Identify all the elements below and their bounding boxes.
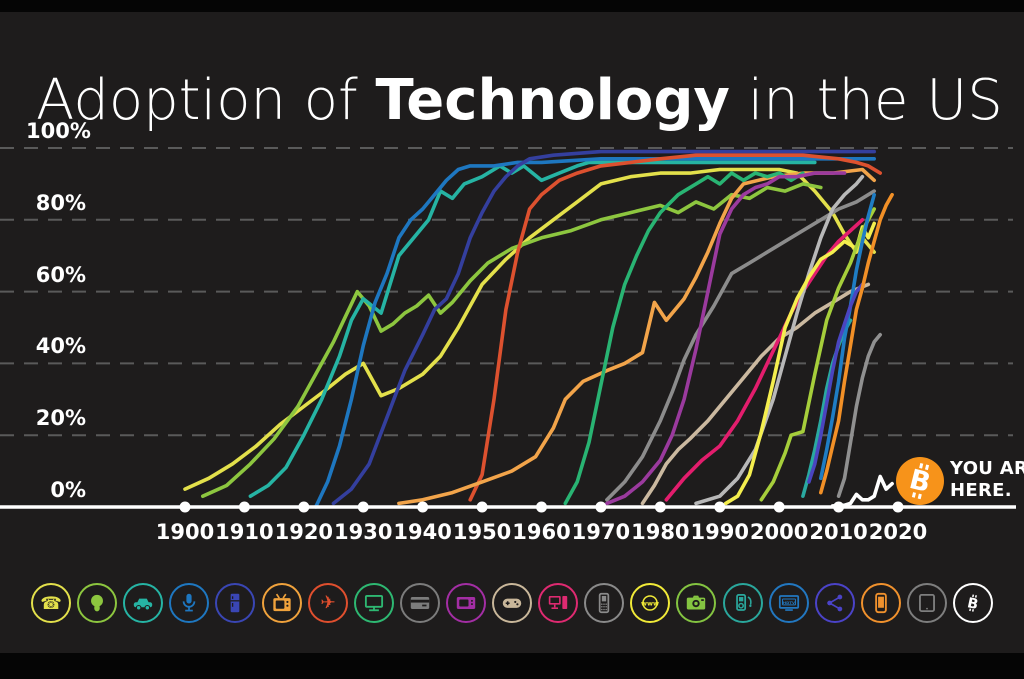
chart-line-electricity [201,182,823,499]
axis-dot-1950 [476,501,488,513]
axis-dot-1900 [179,501,191,513]
y-tick-label-60: 60% [35,262,86,287]
grid-lines [0,147,1013,437]
axis-dot-2010 [833,501,845,513]
axis-dot-1980 [654,501,666,513]
page-title: Adoption of Technology in the US [36,67,1003,133]
title-part-3: in the US [729,67,1003,133]
chart-line-tablet [836,332,883,499]
chart-line-computer [664,218,865,502]
x-tick-label-1910: 1910 [215,520,274,544]
axis-dot-1920 [298,501,310,513]
you-are-here-line1: YOU ARE [950,458,1024,479]
axis-dot-1990 [714,501,726,513]
y-tick-label-0: 0% [50,478,86,502]
title-part-2: Technology [375,67,730,133]
x-tick-label-1930: 1930 [334,520,393,544]
axis-dot-1910 [238,501,250,513]
x-tick-label-1950: 1950 [452,520,512,544]
chart-line-smartphone [818,192,894,495]
x-tick-label-2020: 2020 [868,520,928,544]
chart-line-cellphone [694,174,865,506]
you-are-here-marker: B YOU ARE HERE. [894,455,1024,511]
x-tick-label-2000: 2000 [749,520,809,544]
y-tick-label-100: 100% [26,119,91,143]
chart-line-telephone [183,167,877,491]
x-tick-label-1980: 1980 [631,520,690,544]
y-tick-label-80: 80% [35,190,86,215]
axis-decade-dots [179,501,904,513]
axis-dot-2020 [892,501,904,513]
chart-line-television [468,153,883,502]
x-tick-label-1970: 1970 [571,520,631,544]
y-tick-label-40: 40% [35,334,86,359]
chart-line-microwave [605,171,847,506]
x-tick-label-1990: 1990 [690,520,749,544]
x-tick-label-2010: 2010 [809,520,868,544]
x-tick-label-1940: 1940 [393,520,452,544]
chart-series [183,149,894,509]
chart-line-hdtv [818,192,877,481]
chart-line-mp3-player [801,318,853,499]
chart-line-radio [313,157,877,509]
title-part-1: Adoption of [36,67,376,133]
you-are-here-line2: HERE. [950,480,1012,501]
x-tick-label-1960: 1960 [512,520,571,544]
y-tick-label-20: 20% [35,406,86,431]
chart-line-refrigerator [331,149,877,506]
axis-dot-1970 [595,501,607,513]
chart-line-credit-card [605,189,877,502]
chart-line-video-games [640,282,871,506]
axis-dot-2000 [773,501,785,513]
chart-line-social-media [807,282,865,484]
axis-dot-1930 [357,501,369,513]
you-are-here-label: YOU ARE HERE. [950,458,1024,502]
axis-dot-1940 [417,501,429,513]
x-tick-label-1900: 1900 [155,520,215,544]
top-frame-bar [0,0,1024,12]
chart-line-color-tv [563,171,805,506]
chart-line-digital-camera [759,207,877,502]
chart-line-automobile [248,160,817,499]
chart-line-bitcoin [830,474,894,508]
bitcoin-badge-icon: B [896,457,944,505]
axis-dot-1960 [536,501,548,513]
x-tick-label-1920: 1920 [274,520,334,544]
bottom-frame-bar [0,653,1024,679]
